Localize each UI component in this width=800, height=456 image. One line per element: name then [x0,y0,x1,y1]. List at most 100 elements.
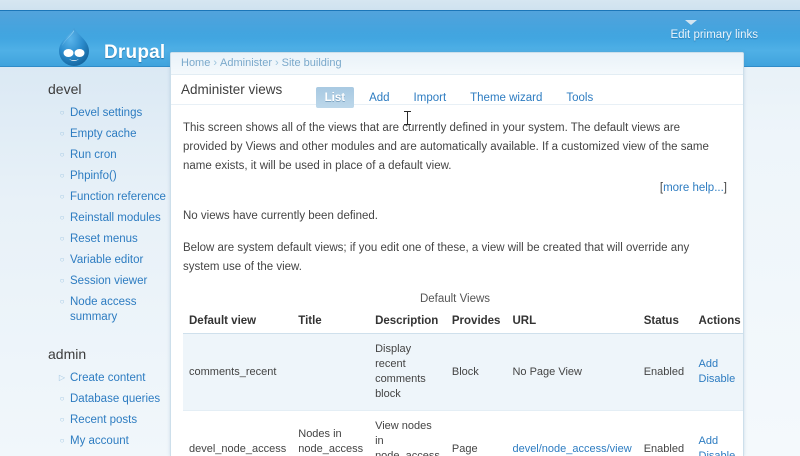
action-disable[interactable]: Disable [698,373,736,385]
sidebar-item-recent-posts[interactable]: Recent posts [70,414,138,426]
drupal-droplet-logo-icon[interactable] [52,26,96,70]
primary-links-notch [685,20,697,25]
cell-provides: Page [445,410,507,456]
sidebar-menu-item: ○ My account [0,431,170,452]
table-row: comments_recent Display recent comments b… [183,333,743,411]
sidebar-item-session-viewer[interactable]: Session viewer [70,275,148,287]
sidebar-item-create-content[interactable]: Create content [70,372,146,384]
menu-circle-icon: ○ [59,129,65,138]
table-caption: Default Views [419,293,491,305]
sidebar-item-run-cron[interactable]: Run cron [70,149,117,161]
sidebar: devel ○ Devel settings ○ Empty cache ○ Run cro… [0,67,170,456]
sidebar-menu-item: ○ Phpinfo() [0,166,170,187]
tab-item: Add [360,87,398,108]
sidebar-block-devel: devel ○ Devel settings ○ Empty cache ○ Run cro… [0,81,170,328]
cell-description: Display recent comments block [369,333,446,411]
page-title: Administer views [181,82,283,97]
menu-circle-icon: ○ [59,150,65,159]
sidebar-item-devel-settings[interactable]: Devel settings [70,107,143,119]
sidebar-menu-item: ○ Node access summary [0,292,170,328]
breadcrumb-separator: › [274,57,279,69]
menu-circle-icon: ○ [59,108,65,117]
sidebar-item-phpinfo[interactable]: Phpinfo() [70,170,117,182]
column-header-description: Description [369,311,446,334]
column-header-url: URL [506,311,638,334]
tab-item: List [315,87,355,108]
tab-item: Theme wizard [461,87,551,108]
menu-collapsed-icon[interactable]: ▷ [58,373,66,382]
sidebar-item-my-account[interactable]: My account [70,435,129,447]
sidebar-item-node-access-summary[interactable]: Node access summary [70,296,137,323]
more-help-open-bracket: [ [659,182,664,194]
menu-circle-icon: ○ [59,297,65,306]
sidebar-item-variable-editor[interactable]: Variable editor [70,254,144,266]
menu-circle-icon: ○ [59,234,65,243]
menu-circle-icon: ○ [59,192,65,201]
breadcrumb: Home › Administer › Site building [171,53,743,75]
action-add[interactable]: Add [698,435,719,447]
tab-add[interactable]: Add [369,92,390,104]
intro-paragraph: This screen shows all of the views that … [183,122,709,172]
tab-item: Import [405,87,456,108]
sidebar-block-admin: admin ▷ Create content ○ Database queries ○ Re… [0,346,170,456]
menu-circle-icon: ○ [59,415,65,424]
breadcrumb-item-home[interactable]: Home [181,57,211,69]
breadcrumb-item-site-building[interactable]: Site building [281,57,342,69]
menu-circle-icon: ○ [59,276,65,285]
default-views-note: Below are system default views; if you e… [183,242,690,273]
sidebar-menu: ▷ Create content ○ Database queries ○ Recent … [0,368,170,456]
edit-primary-links[interactable]: Edit primary links [670,29,758,41]
cell-actions: Add Disable [692,333,743,411]
sidebar-menu-item: ○ Reinstall modules [0,208,170,229]
action-disable[interactable]: Disable [698,450,736,456]
column-header-title: Title [292,311,370,334]
sidebar-item-function-reference[interactable]: Function reference [70,191,166,203]
sidebar-item-empty-cache[interactable]: Empty cache [70,128,137,140]
cell-title [292,333,370,411]
sidebar-item-administer[interactable]: Administer [0,452,170,456]
body-area: This screen shows all of the views that … [171,105,743,456]
column-header-provides: Provides [445,311,507,334]
tab-theme-wizard[interactable]: Theme wizard [470,92,543,104]
default-views-table: Default view Title Description Provides URL S… [183,311,743,456]
sidebar-menu-item: ○ Function reference [0,187,170,208]
sidebar-menu-item: ○ Recent posts [0,410,170,431]
no-views-note: No views have currently been defined. [183,210,378,222]
menu-circle-icon: ○ [59,394,65,403]
sidebar-block-title: admin [48,346,87,362]
sidebar-item-reset-menus[interactable]: Reset menus [70,233,138,245]
site-header: Drupal Edit primary links [0,10,800,67]
table-header-row: Default view Title Description Provides URL S… [183,311,743,334]
tab-list[interactable]: List [315,87,355,108]
cell-status: Enabled [637,333,693,411]
url-link[interactable]: devel/node_access/view [512,442,632,455]
cell-provides: Block [445,333,507,411]
sidebar-menu: ○ Devel settings ○ Empty cache ○ Run cron ○ Php… [0,103,170,328]
more-help-link[interactable]: more help... [663,182,724,194]
menu-circle-icon: ○ [59,213,65,222]
sidebar-menu-item: ○ Empty cache [0,124,170,145]
sidebar-block-title: devel [48,81,82,97]
column-header-status: Status [637,311,693,334]
sidebar-item-database-queries[interactable]: Database queries [70,393,161,405]
sidebar-item-reinstall-modules[interactable]: Reinstall modules [70,212,161,224]
sidebar-menu-item: ○ Variable editor [0,250,170,271]
tab-tools[interactable]: Tools [566,92,594,104]
action-add[interactable]: Add [698,358,719,370]
menu-circle-icon: ○ [59,171,65,180]
content-panel: Home › Administer › Site building Administer… [170,52,744,456]
cell-default-view: comments_recent [183,333,293,411]
menu-circle-icon: ○ [59,255,65,264]
sidebar-menu-item: ○ Reset menus [0,229,170,250]
table-body: comments_recent Display recent comments b… [183,333,743,456]
cell-default-view: devel_node_access [183,410,293,456]
breadcrumb-item-administer[interactable]: Administer [220,57,272,69]
sidebar-menu-item: ○ Database queries [0,389,170,410]
tab-import[interactable]: Import [413,92,447,104]
breadcrumb-separator: › [213,57,218,69]
more-help-line: [more help...] [183,182,727,194]
cell-status: Enabled [637,410,693,456]
title-row: Administer views List Add Import Theme wiza… [171,75,743,108]
